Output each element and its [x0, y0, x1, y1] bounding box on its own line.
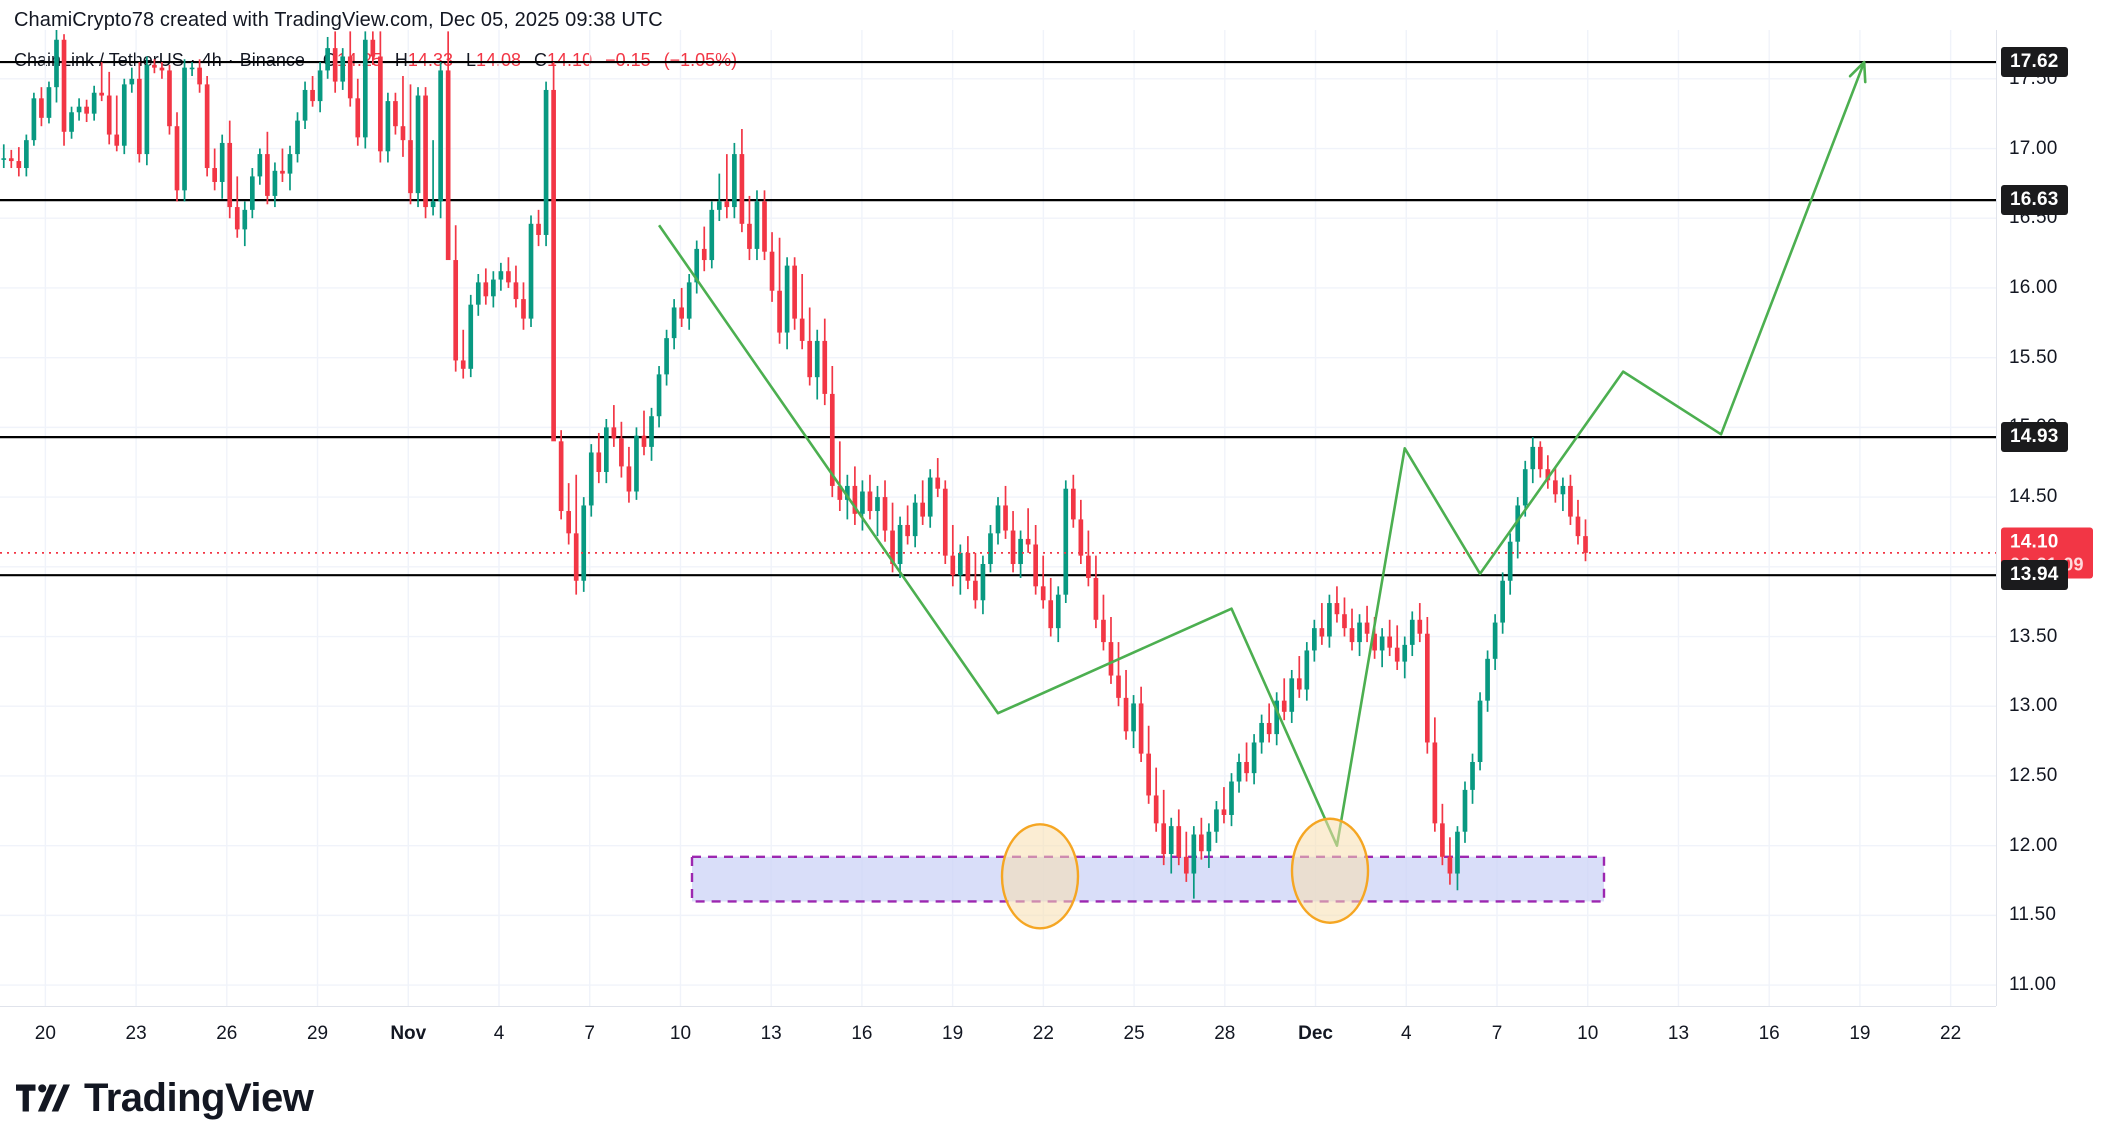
time-tick: 19	[942, 1023, 964, 1044]
price-tick: 12.50	[2009, 764, 2058, 786]
time-tick: 23	[125, 1023, 147, 1044]
price-tick: 11.00	[2009, 974, 2057, 996]
time-tick: 22	[1940, 1023, 1962, 1044]
time-tick: 25	[1123, 1023, 1145, 1044]
time-tick: 26	[216, 1023, 238, 1044]
attribution-text: ChamiCrypto78 created with TradingView.c…	[14, 9, 663, 31]
time-tick: 29	[306, 1023, 329, 1044]
tradingview-logo[interactable]: TradingView	[16, 1076, 314, 1120]
candlestick-chart	[0, 30, 1996, 1006]
legend-separator-2: ·	[227, 50, 234, 70]
footer-bar: TradingView	[0, 1062, 2114, 1145]
badge-value: 14.10	[2010, 531, 2059, 553]
price-axis[interactable]: 17.5017.0016.5016.0015.5015.0014.5014.00…	[1996, 30, 2114, 1006]
time-tick: 7	[1491, 1023, 1503, 1044]
price-tick: 13.50	[2009, 625, 2058, 647]
exchange-label[interactable]: Binance	[239, 50, 305, 70]
time-axis[interactable]: 20 23 26 29 Nov 4 7 10 13 16 19 22 25 28 Dec 4 7 10 13 16 19…	[0, 1006, 1996, 1063]
price-badge-resistance-lower[interactable]: 14.93	[2001, 422, 2068, 453]
price-badge-support-level[interactable]: 13.94	[2001, 560, 2068, 591]
time-tick: 16	[1758, 1023, 1780, 1044]
legend-separator-1: ·	[189, 50, 196, 70]
badge-value: 14.93	[2010, 426, 2059, 448]
time-tick: 13	[1667, 1023, 1690, 1044]
price-tick: 11.50	[2009, 904, 2057, 926]
high-value: H14.33	[394, 50, 453, 70]
price-tick: 14.50	[2009, 486, 2058, 508]
time-tick: 4	[1400, 1023, 1412, 1044]
close-value: C14.10	[534, 50, 593, 70]
time-tick: 10	[1577, 1023, 1599, 1044]
time-tick: 28	[1214, 1023, 1236, 1044]
change-percent: (−1.05%)	[663, 50, 738, 70]
badge-value: 16.63	[2010, 189, 2059, 211]
tradingview-wordmark: TradingView	[84, 1076, 314, 1120]
badge-value: 13.94	[2010, 564, 2059, 586]
time-tick: 4	[493, 1023, 505, 1044]
tradingview-mark-icon	[16, 1084, 70, 1112]
price-tick: 13.00	[2009, 695, 2058, 717]
change-value: −0.15	[605, 50, 651, 70]
time-tick: Dec	[1298, 1023, 1333, 1044]
time-tick: 22	[1032, 1023, 1054, 1044]
badge-value: 17.62	[2010, 51, 2059, 73]
time-tick: 16	[851, 1023, 873, 1044]
price-badge-resistance-mid[interactable]: 16.63	[2001, 185, 2068, 216]
time-tick: 7	[584, 1023, 596, 1044]
interval-label[interactable]: 4h	[201, 50, 222, 70]
time-tick: 20	[34, 1023, 56, 1044]
time-tick: 10	[669, 1023, 692, 1044]
price-tick: 12.00	[2009, 834, 2058, 856]
time-tick: Nov	[390, 1023, 427, 1044]
time-tick: 19	[1849, 1023, 1871, 1044]
price-tick: 15.50	[2009, 346, 2058, 368]
chart-plot-area[interactable]	[0, 30, 1996, 1006]
price-tick: 16.00	[2009, 276, 2058, 298]
price-badge-resistance-upper[interactable]: 17.62	[2001, 47, 2068, 78]
time-tick: 13	[760, 1023, 782, 1044]
price-tick: 17.00	[2009, 137, 2058, 159]
